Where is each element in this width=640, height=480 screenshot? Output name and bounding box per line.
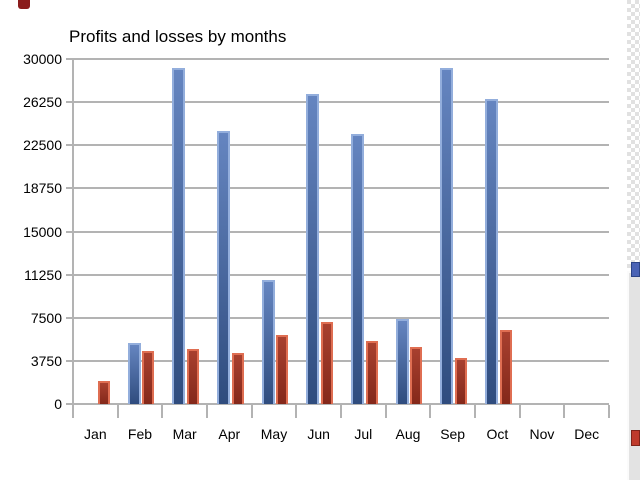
y-axis-label: 15000	[23, 223, 62, 240]
bar-profits-jun	[306, 93, 320, 404]
bar-losses-aug	[410, 346, 423, 404]
y-axis-tick	[66, 273, 73, 276]
chart-title: Profits and losses by months	[69, 27, 287, 46]
x-axis-tick	[161, 405, 164, 418]
x-axis-label: Aug	[395, 426, 421, 442]
bar-losses-sep	[454, 358, 467, 404]
x-axis-tick	[250, 405, 253, 418]
x-axis-label: Oct	[486, 426, 509, 442]
x-axis-label: May	[260, 426, 288, 442]
bar-profits-aug	[395, 318, 409, 404]
x-axis-tick	[340, 405, 342, 418]
y-axis-tick	[66, 58, 73, 60]
gridline	[73, 403, 609, 405]
gridline	[73, 230, 609, 233]
y-axis-label: 22500	[23, 137, 62, 154]
x-axis-label: Mar	[172, 426, 197, 442]
right-edge-panel	[627, 271, 640, 480]
x-axis-tick	[563, 405, 566, 418]
bar-losses-feb	[142, 351, 155, 404]
bar-profits-may	[261, 279, 275, 404]
gridline	[73, 187, 609, 190]
y-axis-label: 11250	[24, 266, 62, 283]
y-axis-tick	[66, 187, 73, 190]
y-axis-tick	[66, 316, 73, 319]
gridline	[73, 58, 609, 60]
y-axis-label: 26250	[23, 94, 62, 111]
right-edge-checker-strip	[627, 0, 640, 271]
bar-losses-apr	[231, 353, 244, 404]
gridline	[73, 316, 609, 319]
y-axis-label: 7500	[30, 309, 62, 326]
y-axis-tick	[66, 359, 73, 362]
x-axis-tick	[608, 405, 610, 418]
bar-losses-jan	[97, 381, 110, 404]
red-marker-fragment	[18, 0, 30, 9]
x-axis-label: Dec	[574, 426, 600, 442]
bar-profits-mar	[172, 68, 186, 404]
y-axis-label: 0	[54, 396, 62, 412]
gridline	[73, 359, 609, 362]
bar-profits-jul	[351, 133, 364, 404]
y-axis-tick	[66, 144, 73, 147]
bar-profits-feb	[127, 343, 141, 404]
gridline	[73, 101, 609, 104]
x-axis-label: Sep	[440, 426, 466, 442]
bar-losses-mar	[186, 348, 199, 404]
bar-profits-apr	[217, 131, 230, 404]
x-axis-tick	[384, 405, 387, 418]
bar-losses-may	[276, 335, 289, 404]
x-axis-label: Jul	[354, 426, 373, 442]
bar-losses-oct	[499, 330, 512, 404]
x-axis-label: Feb	[127, 426, 153, 442]
x-axis-label: Jun	[307, 426, 330, 442]
y-axis-label: 3750	[30, 352, 62, 369]
x-axis-tick	[116, 405, 119, 418]
gridline	[73, 144, 609, 147]
y-axis-line	[72, 58, 74, 418]
bar-profits-oct	[485, 99, 498, 404]
x-axis-label: Apr	[218, 426, 241, 442]
y-axis-tick	[66, 403, 73, 405]
x-axis-tick	[518, 405, 521, 418]
bar-losses-jul	[365, 340, 378, 404]
bar-profits-sep	[440, 68, 454, 404]
x-axis-label: Jan	[84, 426, 107, 442]
bar-losses-jun	[320, 322, 333, 404]
x-axis-tick	[474, 405, 476, 418]
clipped-blue-swatch	[631, 262, 640, 277]
x-axis-tick	[295, 405, 298, 418]
x-axis-label: Nov	[529, 426, 555, 442]
gridline	[73, 273, 609, 276]
y-axis-label: 18750	[23, 180, 62, 197]
y-axis-label: 30000	[23, 51, 62, 67]
x-axis-tick	[206, 405, 208, 418]
y-axis-tick	[66, 101, 73, 104]
y-axis-tick	[66, 230, 73, 233]
clipped-red-swatch	[631, 430, 640, 446]
x-axis-tick	[429, 405, 432, 418]
x-axis-tick	[72, 405, 74, 418]
